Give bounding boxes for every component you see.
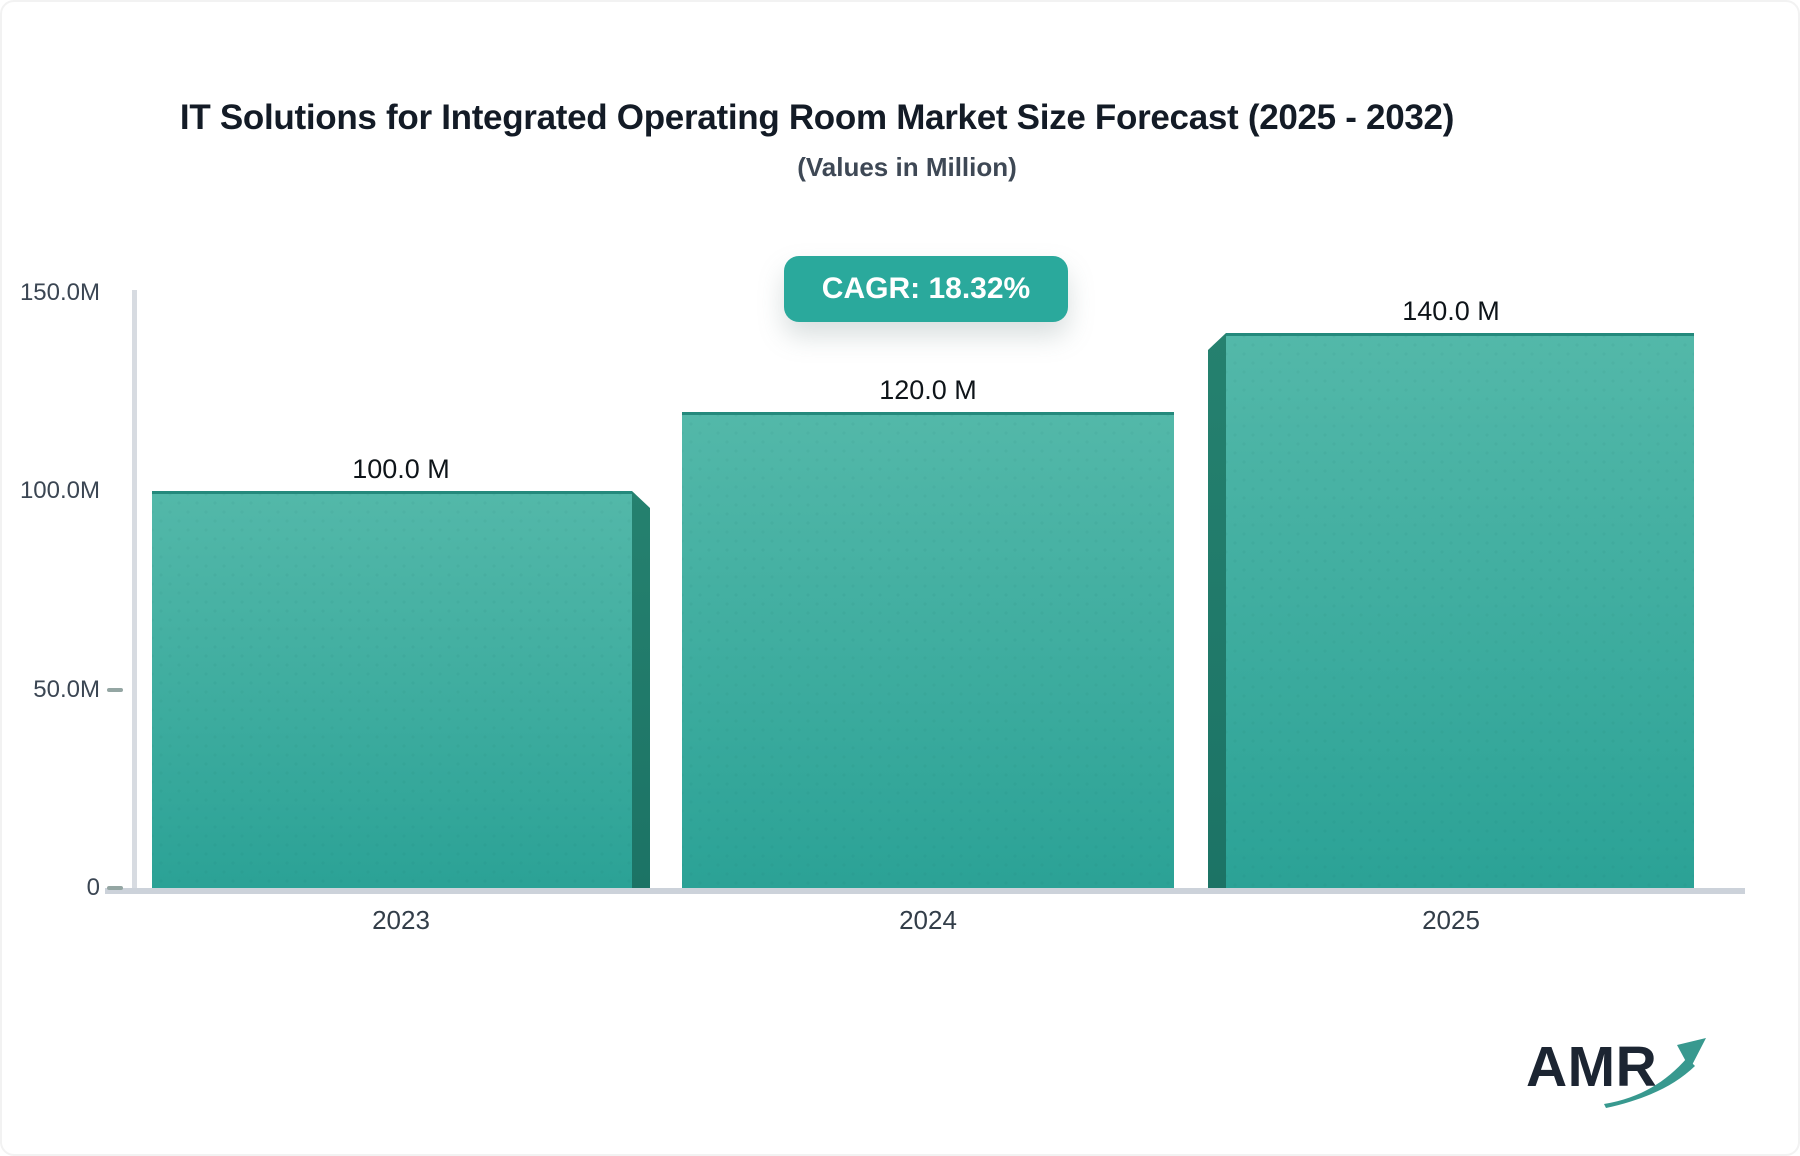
x-axis-baseline — [105, 888, 1745, 894]
bar-value-label: 100.0 M — [352, 454, 450, 484]
bar-3d-side-face — [632, 491, 650, 888]
bar-3d-side-face — [1208, 333, 1226, 888]
bar-2025[interactable] — [1226, 333, 1694, 888]
y-axis-tick-label: 0 — [86, 874, 100, 901]
y-axis-line — [132, 290, 137, 891]
amr-logo-text: AMR — [1526, 1035, 1658, 1099]
x-axis-category-label: 2023 — [372, 905, 430, 935]
trend-up-arrow-icon — [1604, 1038, 1706, 1108]
y-axis-tick-label: 150.0M — [19, 278, 100, 306]
chart-title: IT Solutions for Integrated Operating Ro… — [179, 98, 1455, 137]
chart-subtitle: (Values in Million) — [797, 152, 1017, 182]
bar-value-label: 120.0 M — [879, 375, 977, 405]
bar-2023[interactable] — [152, 491, 632, 888]
bar-value-label: 140.0 M — [1402, 296, 1500, 326]
y-axis-tick-label: 100.0M — [19, 477, 100, 505]
bar-2024[interactable] — [682, 412, 1174, 888]
y-axis-tick-label: 50.0M — [33, 675, 100, 703]
amr-logo[interactable]: AMR — [1526, 1030, 1716, 1120]
y-axis-tick-mark — [107, 687, 123, 692]
y-axis-tick-mark — [107, 886, 123, 890]
cagr-badge: CAGR: 18.32% — [784, 256, 1068, 322]
x-axis-category-label: 2024 — [899, 905, 957, 935]
x-axis-category-label: 2025 — [1422, 905, 1480, 935]
